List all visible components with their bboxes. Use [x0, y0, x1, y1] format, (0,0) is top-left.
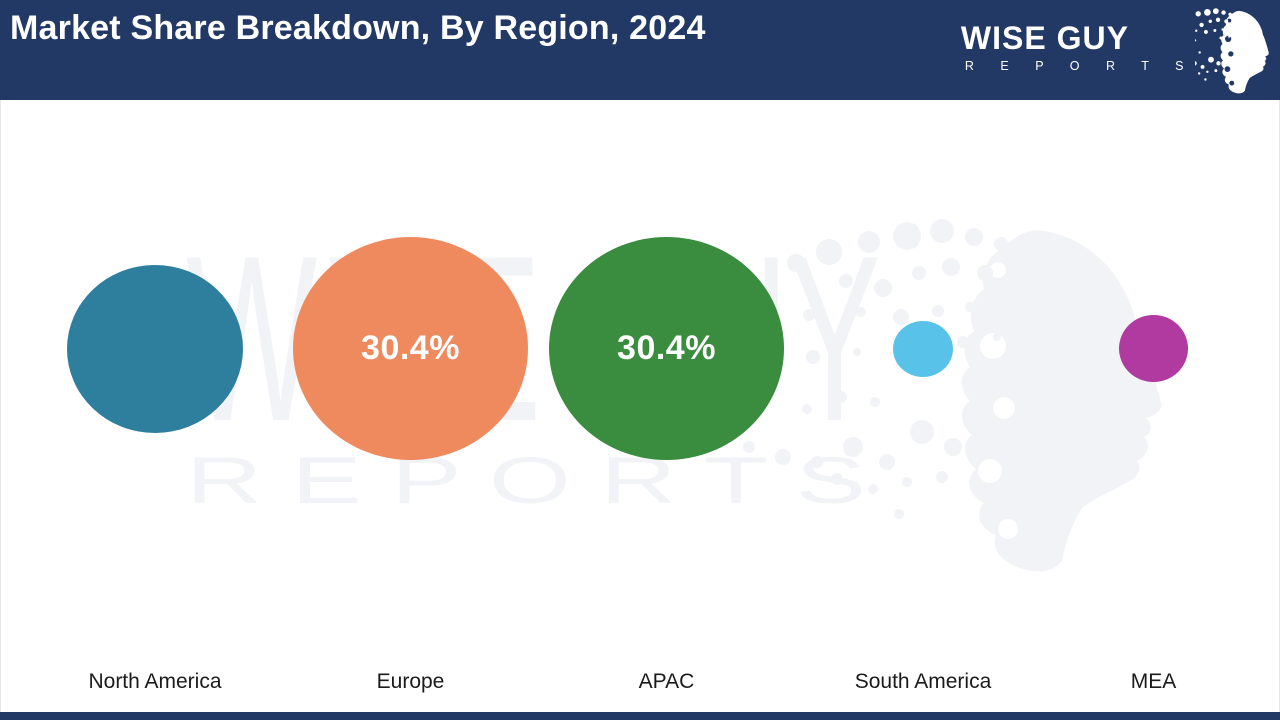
bubble-europe: 30.4% [293, 237, 528, 460]
logo-subtext: R E P O R T S [964, 59, 1195, 73]
bubble-apac: 30.4% [549, 237, 784, 460]
category-label-apac: APAC [638, 670, 695, 693]
dotted-head-profile-icon [1195, 8, 1269, 94]
chart-area: WISE GUY R E P O R T S 30.4% 30.4% North … [0, 100, 1280, 712]
category-label-south-america: South America [854, 670, 992, 693]
bubble-value-europe: 30.4% [361, 329, 460, 367]
brand-logo: WISE GUY R E P O R T S [961, 8, 1270, 94]
category-label-mea: MEA [1130, 670, 1177, 693]
bubble-mea [1119, 315, 1188, 382]
bubble-south-america [893, 321, 953, 377]
watermark-subtext: R E P O R T S [186, 443, 866, 517]
header-bar: Market Share Breakdown, By Region, 2024 … [0, 0, 1280, 100]
logo-text: WISE GUY R E P O R T S [961, 22, 1195, 73]
footer-bar [0, 712, 1280, 720]
logo-wordmark: WISE GUY [960, 20, 1129, 56]
bubble-north-america [67, 265, 243, 433]
category-label-europe: Europe [376, 670, 445, 693]
bubble-value-apac: 30.4% [617, 329, 716, 367]
category-label-north-america: North America [88, 670, 222, 693]
page-title: Market Share Breakdown, By Region, 2024 [10, 9, 706, 47]
